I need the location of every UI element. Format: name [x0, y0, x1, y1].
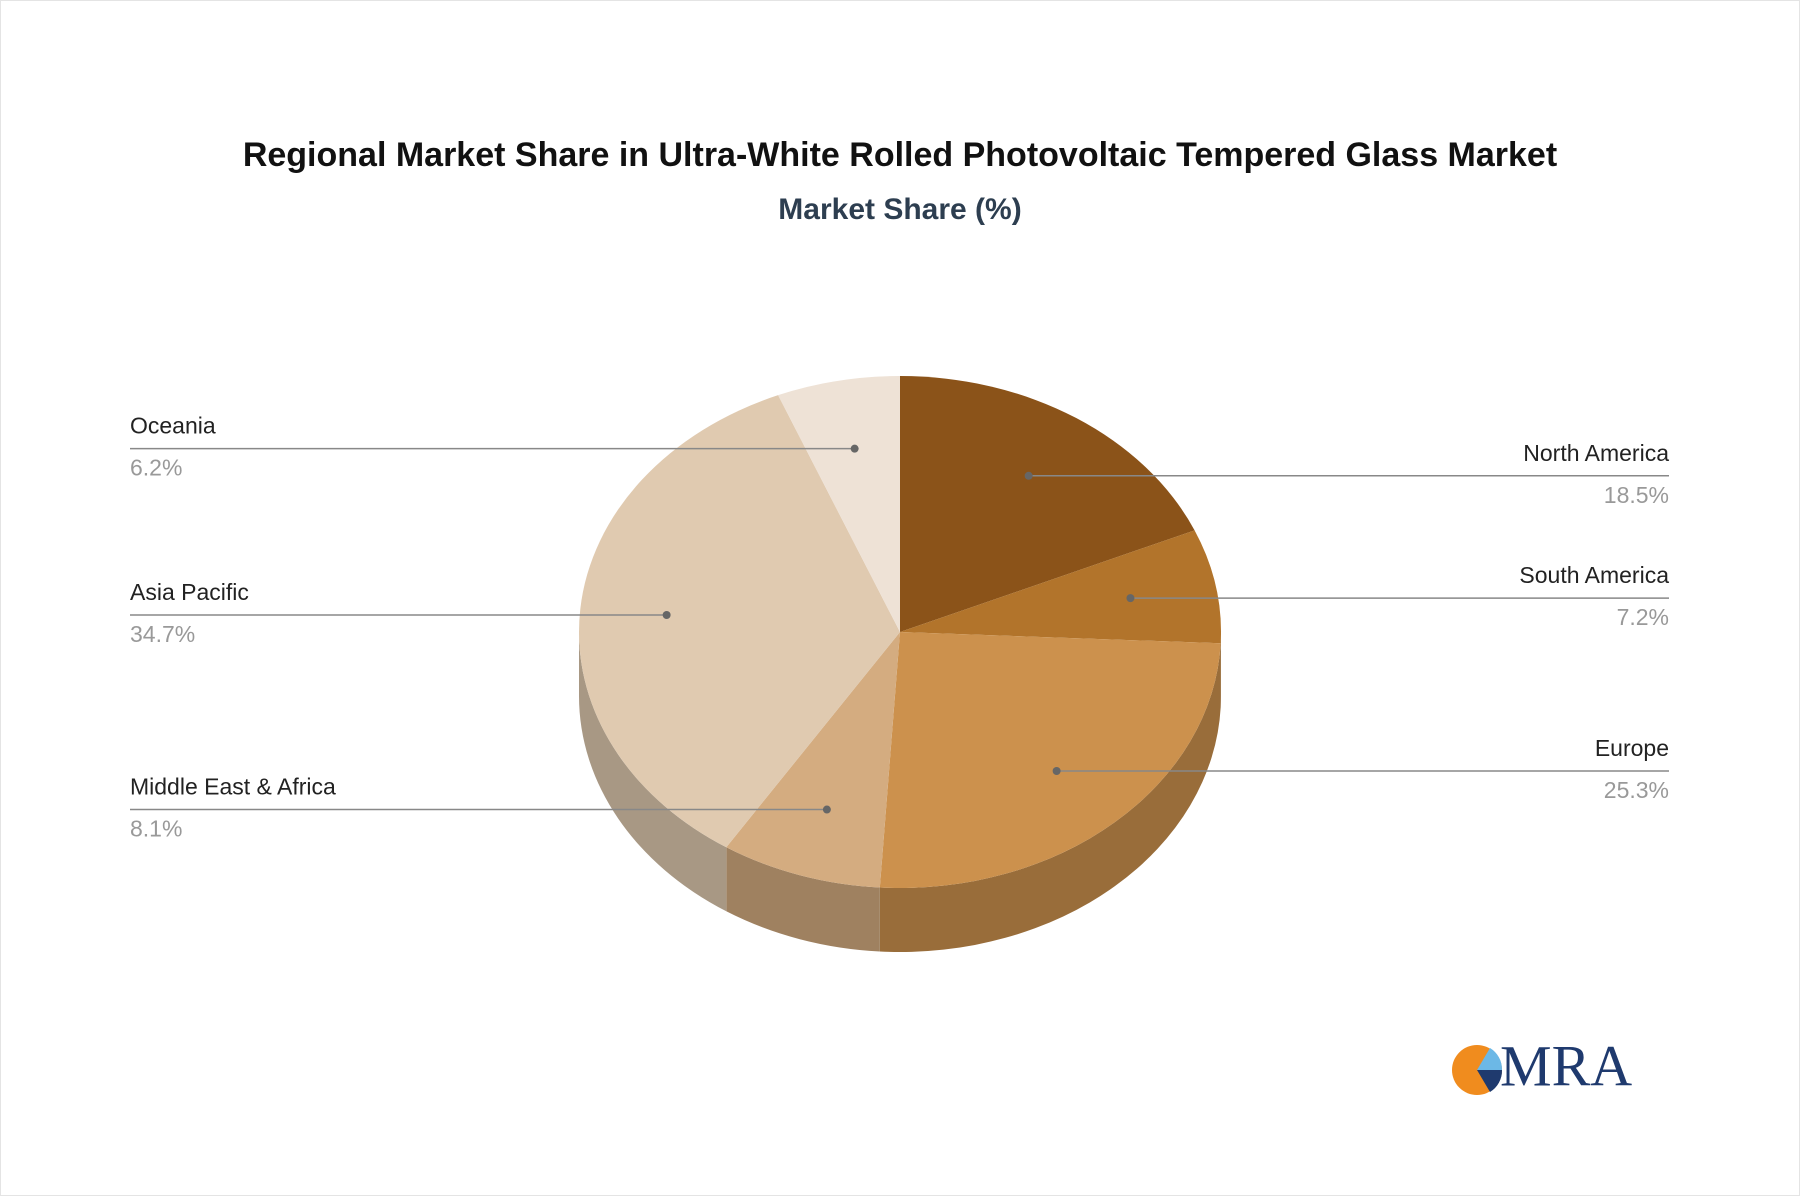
value-label: 18.5%: [1604, 482, 1669, 508]
leader-dot: [1024, 471, 1033, 480]
logo-text: MRA: [1500, 1033, 1632, 1098]
logo-icon-part: [1477, 1070, 1503, 1092]
pie-tops: [579, 376, 1221, 888]
logo-icon-part: [1477, 1048, 1503, 1070]
slice-label: Oceania: [130, 413, 216, 439]
value-label: 34.7%: [130, 621, 195, 647]
slice: [579, 395, 900, 848]
slice-label: Asia Pacific: [130, 579, 249, 605]
labels: North America 18.5% South America 7.2% Europ…: [130, 413, 1669, 842]
leader-dot: [850, 444, 859, 453]
value-label: 6.2%: [130, 455, 182, 481]
slice-label: Middle East & Africa: [130, 774, 336, 800]
slice-side: [726, 847, 880, 952]
leader-dot: [1126, 594, 1135, 603]
slice-label: South America: [1519, 562, 1669, 588]
value-label: 8.1%: [130, 816, 182, 842]
value-label: 7.2%: [1617, 604, 1669, 630]
slice: [726, 632, 900, 888]
slice: [778, 376, 900, 632]
pie-sides: [579, 632, 1221, 952]
slice-label: Europe: [1595, 735, 1669, 761]
slice: [900, 530, 1221, 644]
slice-side: [579, 632, 727, 912]
chart-title: Regional Market Share in Ultra-White Rol…: [243, 136, 1557, 174]
logo: MRA: [1452, 1033, 1632, 1098]
value-label: 25.3%: [1604, 777, 1669, 803]
slice-label: North America: [1523, 440, 1669, 466]
slice: [879, 632, 1221, 888]
slice: [900, 376, 1195, 632]
slice-side: [879, 643, 1221, 952]
pie: [579, 376, 1221, 952]
leader-dot: [662, 610, 671, 619]
leader-dot: [1052, 767, 1061, 776]
chart-subtitle: Market Share (%): [778, 193, 1021, 226]
leader-dot: [822, 805, 831, 814]
